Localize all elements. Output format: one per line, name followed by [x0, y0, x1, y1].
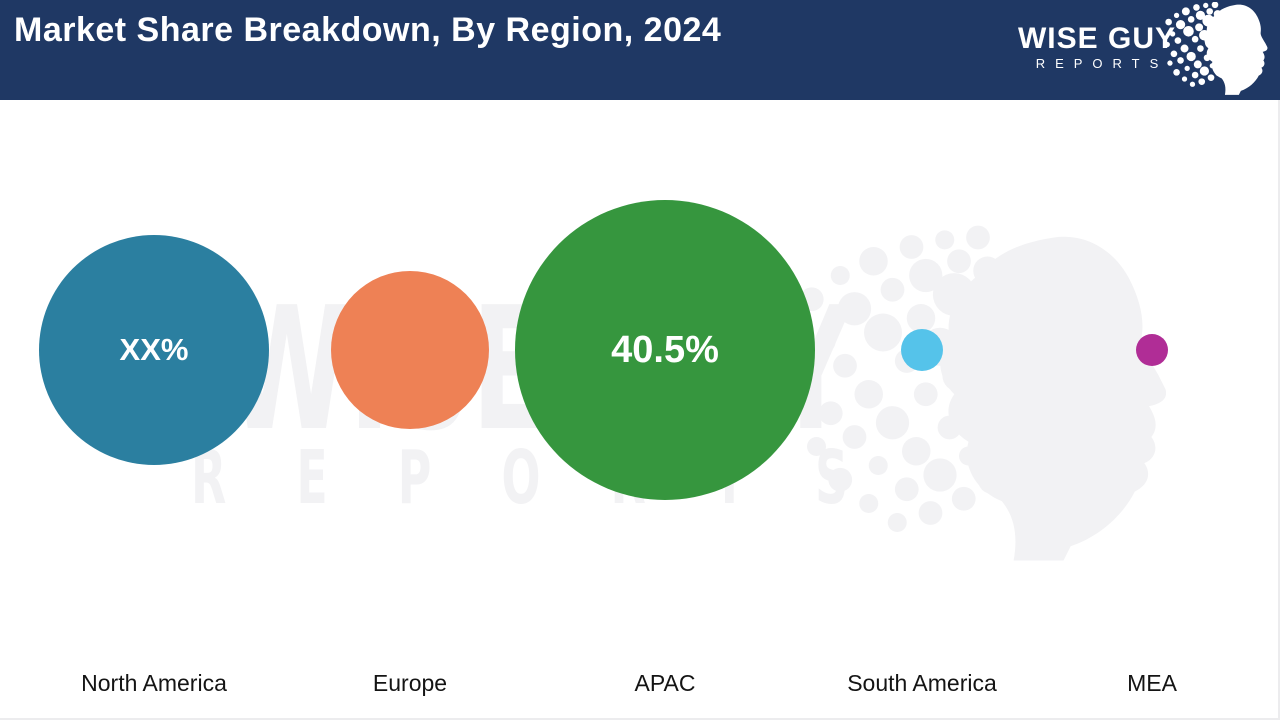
bubble-europe — [331, 271, 489, 429]
wiseguy-logo-text: WISE GUY REPORTS — [1017, 22, 1176, 72]
category-label-north-america: North America — [81, 670, 227, 696]
header-bar: Market Share Breakdown, By Region, 2024 … — [0, 0, 1280, 100]
bubble-apac: 40.5% — [515, 200, 815, 500]
bubble-value-apac: 40.5% — [611, 328, 719, 371]
watermark-head-icon — [797, 225, 1167, 561]
logo-wordmark: WISE GUY — [1017, 22, 1176, 55]
category-label-apac: APAC — [634, 670, 696, 696]
logo-subtext: REPORTS — [1035, 56, 1169, 71]
bubble-value-north-america: XX% — [119, 332, 189, 367]
category-label-europe: Europe — [372, 670, 448, 696]
wiseguy-head-icon — [1164, 1, 1268, 95]
wiseguy-logo: WISE GUY REPORTS — [1017, 1, 1268, 97]
bubble-north-america: XX% — [39, 235, 269, 465]
bubble-mea — [1136, 334, 1168, 366]
category-label-mea: MEA — [1127, 670, 1177, 696]
bubble-chart: WISE GUY REPORTS XX%North AmericaEurope4… — [0, 100, 1280, 720]
page-title: Market Share Breakdown, By Region, 2024 — [14, 11, 722, 49]
bubble-south-america — [901, 329, 943, 371]
category-label-south-america: South America — [847, 670, 997, 696]
